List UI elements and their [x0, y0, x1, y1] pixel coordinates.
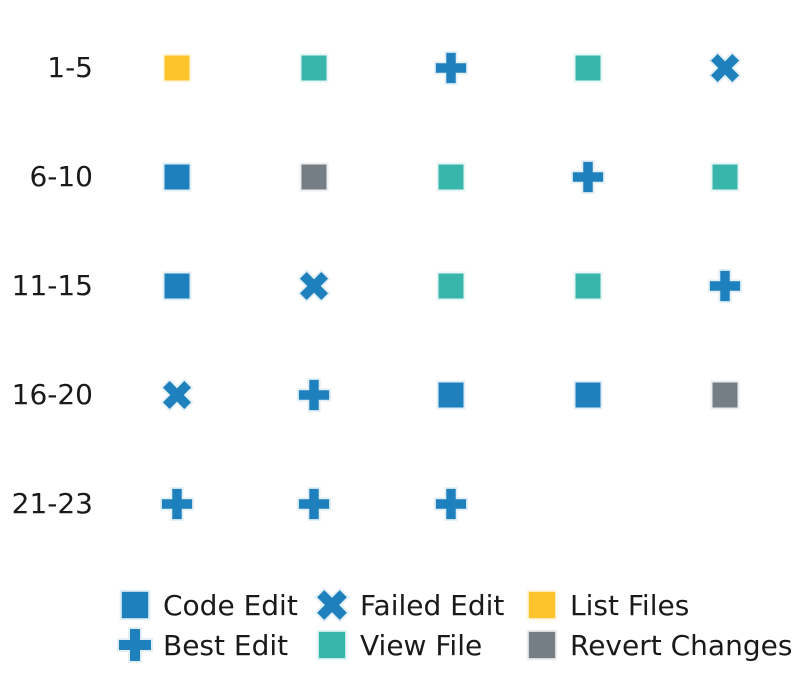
square-icon [316, 629, 348, 661]
grid-cell [108, 231, 245, 340]
grid-cell [656, 449, 793, 558]
legend-label: List Files [570, 588, 690, 622]
grid-cell [519, 13, 656, 122]
x-marker-failed-edit [296, 268, 331, 303]
legend-label: View File [360, 628, 483, 662]
square-marker-code-edit [162, 271, 191, 300]
square-icon [526, 589, 558, 621]
square-legend-marker-icon [313, 626, 351, 664]
plus-marker-best-edit [296, 377, 331, 412]
plus-marker-best-edit [433, 486, 468, 521]
square-marker-code-edit [436, 380, 465, 409]
square-marker-revert-changes [299, 162, 328, 191]
plus-legend-marker-icon [116, 626, 154, 664]
plus-marker-best-edit [159, 486, 194, 521]
legend-label: Revert Changes [570, 628, 793, 662]
legend-item-list-files: List Files [523, 585, 792, 625]
legend-item-view-file: View File [313, 625, 523, 665]
row-label: 21-23 [11, 487, 93, 520]
square-icon [119, 589, 151, 621]
grid-cell [519, 231, 656, 340]
grid-cell [382, 340, 519, 449]
square-marker-view-file [710, 162, 739, 191]
grid-cell [519, 449, 656, 558]
x-marker-failed-edit [707, 50, 742, 85]
grid-cell [108, 13, 245, 122]
grid-cell [382, 122, 519, 231]
grid-cell [108, 122, 245, 231]
row-label: 16-20 [11, 378, 93, 411]
grid-cell [245, 122, 382, 231]
legend-label: Best Edit [163, 628, 289, 662]
square-marker-view-file [573, 53, 602, 82]
legend-item-code-edit: Code Edit [116, 585, 313, 625]
row-label: 11-15 [11, 269, 93, 302]
x-legend-marker-icon [313, 586, 351, 624]
square-marker-view-file [299, 53, 328, 82]
row-label: 1-5 [47, 51, 93, 84]
legend-label: Code Edit [163, 588, 298, 622]
square-marker-code-edit [573, 380, 602, 409]
grid-cell [656, 231, 793, 340]
square-marker-view-file [573, 271, 602, 300]
row-label: 6-10 [29, 160, 93, 193]
grid-cell [245, 231, 382, 340]
grid-cell [519, 122, 656, 231]
x-marker-failed-edit [159, 377, 194, 412]
legend-item-failed-edit: Failed Edit [313, 585, 523, 625]
grid-cell [108, 449, 245, 558]
grid-cell [245, 340, 382, 449]
grid-cell [656, 340, 793, 449]
grid-cell [519, 340, 656, 449]
plot-area: 1-5 6-10 11-15 16-20 21-23 [0, 13, 793, 558]
grid-cell [382, 449, 519, 558]
legend-item-revert-changes: Revert Changes [523, 625, 792, 665]
grid-cell [382, 231, 519, 340]
plus-marker-best-edit [296, 486, 331, 521]
square-legend-marker-icon [523, 586, 561, 624]
grid-cell [245, 13, 382, 122]
x-icon [314, 587, 350, 623]
square-marker-list-files [162, 53, 191, 82]
legend-label: Failed Edit [360, 588, 505, 622]
plus-icon [117, 627, 153, 663]
square-legend-marker-icon [116, 586, 154, 624]
grid-cell [245, 449, 382, 558]
plus-marker-best-edit [707, 268, 742, 303]
legend: Code Edit Failed Edit List Files Best Edit V… [116, 585, 792, 665]
square-legend-marker-icon [523, 626, 561, 664]
legend-item-best-edit: Best Edit [116, 625, 313, 665]
plus-marker-best-edit [570, 159, 605, 194]
square-marker-view-file [436, 162, 465, 191]
grid-cell [382, 13, 519, 122]
grid-cell [656, 122, 793, 231]
square-icon [526, 629, 558, 661]
grid-cell [656, 13, 793, 122]
square-marker-code-edit [162, 162, 191, 191]
square-marker-revert-changes [710, 380, 739, 409]
plus-marker-best-edit [433, 50, 468, 85]
square-marker-view-file [436, 271, 465, 300]
grid-cell [108, 340, 245, 449]
